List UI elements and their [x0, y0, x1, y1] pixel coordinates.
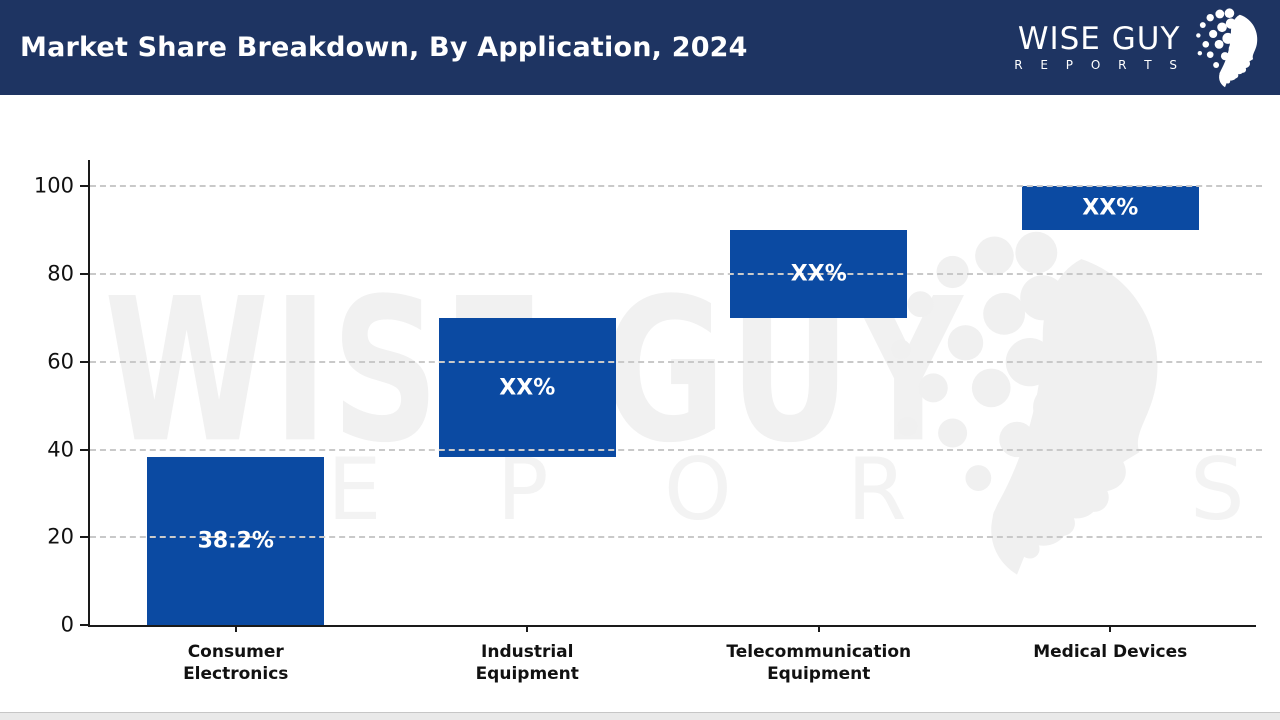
category-label: Industrial Equipment [387, 641, 667, 685]
bar [1021, 186, 1199, 231]
bar-value-label: XX% [499, 375, 556, 401]
y-tick [80, 185, 88, 188]
y-tick [80, 360, 88, 363]
x-tick [817, 625, 820, 632]
y-tick [80, 273, 88, 276]
logo-wordmark: WISE GUY R E P O R T S [1014, 21, 1184, 72]
category-label-line: Electronics [183, 664, 289, 685]
logo-word: WISE GUY [1017, 21, 1181, 57]
category-label-line: Telecommunication [726, 642, 912, 662]
y-tick-label: 80 [47, 261, 74, 286]
header: Market Share Breakdown, By Application, … [0, 0, 1280, 95]
x-tick [234, 625, 237, 632]
category-label: Telecommunication Equipment [679, 641, 959, 685]
category-label-line: Medical Devices [1033, 642, 1188, 662]
logo-sub: R E P O R T S [1014, 58, 1184, 72]
gridline [90, 185, 1262, 188]
y-tick [80, 536, 88, 539]
category-label-line: Consumer [187, 642, 284, 662]
category-label: Medical Devices [970, 641, 1250, 663]
category-label-line: Equipment [475, 664, 579, 685]
category-label-line: Industrial [481, 642, 574, 662]
bar-value-label: XX% [1082, 195, 1139, 221]
page-title: Market Share Breakdown, By Application, … [20, 32, 748, 63]
y-tick-label: 100 [33, 173, 74, 198]
wiseguy-logo: WISE GUY R E P O R T S [1014, 6, 1262, 90]
bar-value-label: XX% [790, 261, 847, 287]
y-tick-label: 0 [60, 612, 74, 637]
y-tick-label: 60 [47, 349, 74, 374]
bar [147, 457, 325, 625]
y-tick-label: 20 [47, 524, 74, 549]
bar-value-label: 38.2% [197, 528, 274, 554]
gridline [90, 536, 1262, 539]
chart-region: WISE GUY R E P O R T S 0 20 40 60 80 100 38.2%… [0, 95, 1280, 713]
gridline [90, 273, 1262, 276]
plot-area: 0 20 40 60 80 100 38.2% Consumer Electronics XX% I… [34, 160, 1262, 684]
footer-band [0, 712, 1280, 720]
category-label-line: Equipment [767, 664, 871, 685]
x-tick [526, 625, 529, 632]
bar [438, 317, 616, 458]
gridline [90, 360, 1262, 363]
category-label: Consumer Electronics [96, 641, 376, 685]
wiseguy-head-icon [1196, 7, 1258, 87]
y-tick-label: 40 [47, 437, 74, 462]
y-tick [80, 448, 88, 451]
y-tick [80, 624, 88, 626]
gridline [90, 448, 1262, 451]
wiseguy-head-watermark-icon [891, 231, 1158, 575]
x-tick [1109, 625, 1112, 632]
